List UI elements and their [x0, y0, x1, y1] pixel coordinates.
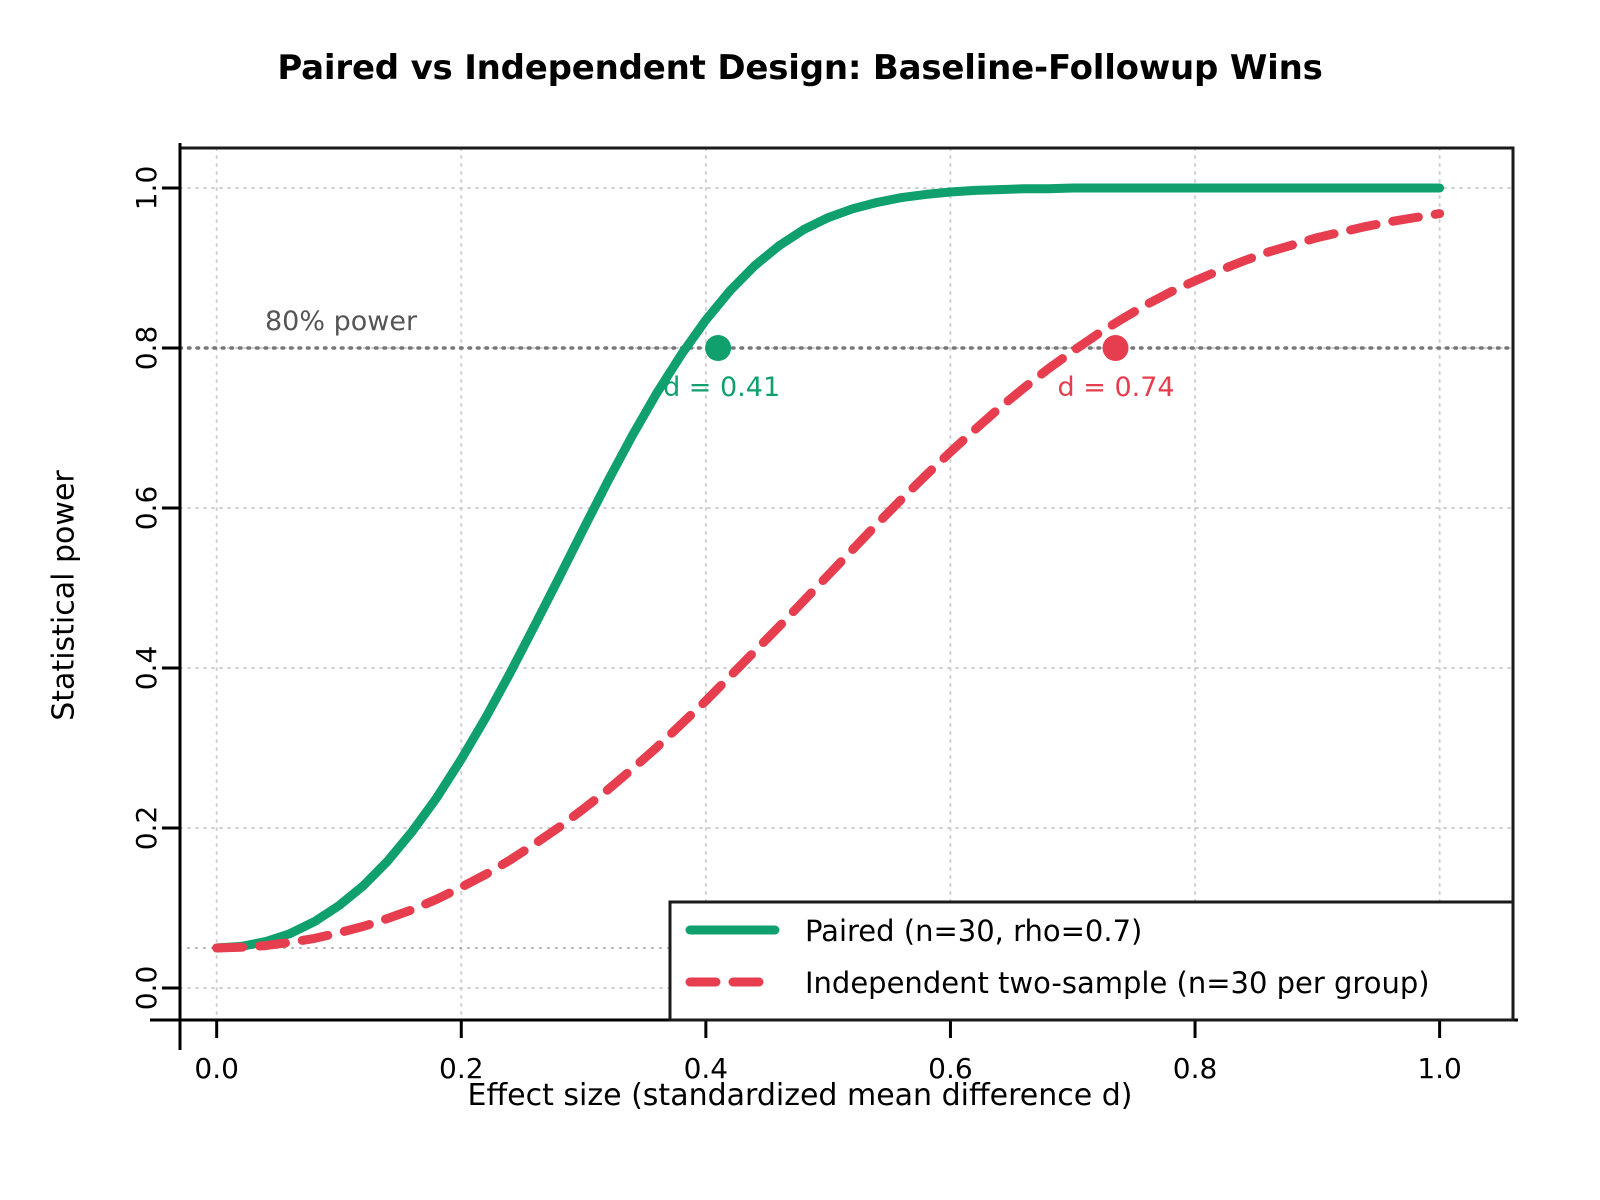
legend[interactable]: Paired (n=30, rho=0.7) Independent two-sa… — [668, 900, 1515, 1022]
y-axis-label: Statistical power — [46, 470, 82, 721]
y-tick-label: 0.4 — [130, 646, 163, 691]
y-tick-label: 0.8 — [130, 326, 163, 371]
page-title: Paired vs Independent Design: Baseline-F… — [277, 48, 1323, 88]
legend-label: Independent two-sample (n=30 per group) — [805, 966, 1430, 1000]
annotation-independent-threshold: d = 0.74 — [1058, 372, 1175, 403]
y-tick-label: 1.0 — [130, 166, 163, 211]
axis-ticks: 0.0 0.2 0.4 0.6 0.8 1.0 0.0 0.2 0.4 0.6 0.8 1.0 — [130, 143, 1518, 1085]
x-tick-label: 0.8 — [1173, 1052, 1218, 1085]
y-tick-label: 0.0 — [130, 966, 163, 1011]
threshold-markers — [705, 335, 1129, 361]
y-tick-label: 0.6 — [130, 486, 163, 531]
plot-panel-background — [180, 148, 1513, 1020]
x-axis-label: Effect size (standardized mean differenc… — [467, 1078, 1133, 1113]
y-tick-label: 0.2 — [130, 806, 163, 851]
x-tick-label: 0.4 — [684, 1052, 729, 1085]
legend-label: Paired (n=30, rho=0.7) — [805, 914, 1142, 948]
x-tick-label: 0.2 — [439, 1052, 484, 1085]
x-tick-label: 0.0 — [194, 1052, 239, 1085]
data-series-layer — [212, 183, 1445, 953]
power-reference-label: 80% power — [265, 306, 418, 337]
annotation-paired-threshold: d = 0.41 — [663, 372, 780, 403]
x-tick-label: 1.0 — [1417, 1052, 1462, 1085]
legend-box — [668, 900, 1515, 1022]
x-tick-label: 0.6 — [928, 1052, 973, 1085]
